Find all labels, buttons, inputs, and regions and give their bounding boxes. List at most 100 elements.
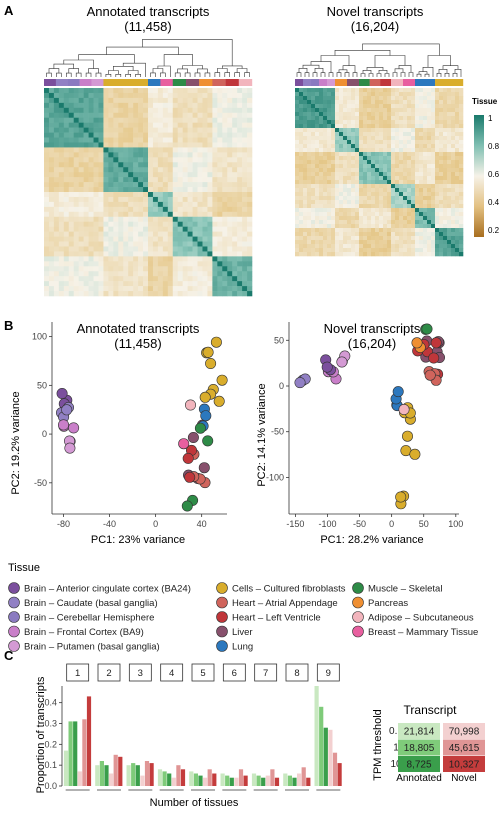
- pca-point: [430, 337, 442, 349]
- bar: [77, 771, 82, 786]
- category-label: 3: [138, 668, 143, 679]
- bar-ylabel: Proportion of transcripts: [35, 676, 47, 793]
- bar: [256, 775, 261, 786]
- bar: [328, 729, 333, 787]
- category-label: 5: [200, 668, 205, 679]
- category-box: [316, 663, 340, 682]
- tissue-strip-cell: [172, 79, 187, 86]
- tpm-table: Transcript TPM threshold 0.1 21,814 70,998…: [372, 703, 485, 784]
- panel-label-c: C: [4, 648, 14, 663]
- legend-swatch: [352, 625, 364, 638]
- pca-point: [199, 391, 211, 403]
- legend-label: Heart – Atrial Appendage: [232, 598, 338, 609]
- heatmap-novel-count: (16,204): [351, 19, 399, 34]
- category-label: 8: [294, 668, 299, 679]
- colorbar-tick: 0.2: [488, 226, 500, 235]
- tissue-strip-cell: [212, 79, 226, 86]
- x-tick-label: 100: [448, 519, 463, 529]
- pca-point: [424, 369, 436, 381]
- pca-point: [185, 399, 197, 411]
- bar: [113, 754, 118, 787]
- colorbar: Tissue 1 0.8 0.6 0.4 0.2: [472, 97, 500, 237]
- category-box: [66, 663, 90, 682]
- bar: [189, 771, 194, 786]
- panel-label-a: A: [4, 3, 14, 18]
- colorbar-title: Tissue: [472, 97, 498, 106]
- legend-label: Muscle – Skeletal: [368, 584, 442, 595]
- bar: [274, 777, 280, 786]
- legend-label: Brain – Putamen (basal ganglia): [24, 642, 160, 653]
- bar: [220, 773, 225, 786]
- table-value-novel: 70,998: [449, 727, 480, 738]
- table-value-annotated: 8,725: [406, 760, 431, 771]
- legend-swatch: [8, 596, 20, 609]
- bar: [292, 777, 297, 786]
- bar: [140, 775, 145, 786]
- pca-point: [202, 346, 214, 358]
- colorbar-tick: 0.8: [488, 142, 500, 151]
- tissue-strip-cell: [44, 79, 57, 86]
- colorbar-gradient: [474, 115, 484, 237]
- legend-label: Cells – Cultured fibroblasts: [232, 584, 346, 595]
- tissue-strip-cell: [359, 79, 370, 86]
- x-tick-label: 40: [197, 519, 207, 529]
- table-value-novel: 45,615: [449, 743, 480, 754]
- pca-point: [213, 395, 225, 407]
- legend-label: Brain – Anterior cingulate cortex (BA24): [24, 584, 191, 595]
- pca-point: [392, 386, 404, 398]
- pca-point: [216, 374, 228, 386]
- bar: [82, 719, 87, 786]
- pca-novel-ylabel: PC2: 14.1% variance: [256, 383, 268, 486]
- category-box: [97, 663, 121, 682]
- tissue-strip-cell: [103, 79, 149, 86]
- pca-novel-xlabel: PC1: 28.2% variance: [320, 534, 423, 546]
- bar: [234, 777, 239, 786]
- bar: [131, 763, 136, 786]
- pca-point: [409, 448, 421, 460]
- pca-point: [200, 410, 212, 422]
- x-tick-label: -80: [57, 519, 70, 529]
- bar: [118, 756, 123, 786]
- tissue-strip-cell: [335, 79, 348, 86]
- pca-point: [181, 500, 193, 512]
- table-title: Transcript: [404, 703, 458, 717]
- bar: [167, 773, 172, 786]
- legend-label: Heart – Left Ventricle: [232, 613, 321, 624]
- bar: [332, 752, 338, 786]
- panel-label-b: B: [4, 318, 13, 333]
- legend-label: Adipose – Subcutaneous: [368, 613, 474, 624]
- bar: [126, 765, 131, 786]
- table-value-annotated: 21,814: [404, 727, 435, 738]
- bar: [323, 727, 328, 786]
- tissue-strip-cell: [160, 79, 173, 86]
- legend-label: Brain – Frontal Cortex (BA9): [24, 627, 144, 638]
- pca-point: [184, 471, 196, 483]
- pca-point: [61, 404, 73, 416]
- category-label: 7: [263, 668, 268, 679]
- pca-point: [421, 323, 433, 335]
- legend-swatch: [8, 582, 20, 594]
- bar: [193, 773, 198, 786]
- table-col-annotated: Annotated: [396, 773, 442, 784]
- bar: [171, 777, 176, 786]
- legend-swatch: [216, 611, 228, 623]
- bar: [104, 765, 109, 786]
- bar: [243, 775, 248, 786]
- dendrogram-annotated: [46, 39, 250, 77]
- pca-point: [398, 403, 410, 415]
- category-box: [285, 663, 309, 682]
- bar-y-tick-label: 0.3: [44, 719, 57, 729]
- pca-point: [205, 357, 217, 369]
- x-tick-label: 0: [153, 519, 158, 529]
- legend-label: Pancreas: [368, 598, 408, 609]
- bar: [261, 777, 266, 786]
- pca-point: [57, 419, 69, 431]
- bar: [270, 769, 275, 786]
- pca-annotated-plot: -80 -40 0 40 100 50 0 -50: [32, 322, 228, 529]
- bar: [203, 777, 208, 786]
- table-cell-novel: [443, 756, 485, 772]
- colorbar-tick: 0.6: [488, 170, 500, 179]
- bar: [337, 763, 342, 786]
- pca-point: [56, 387, 68, 399]
- pca-point: [68, 422, 80, 434]
